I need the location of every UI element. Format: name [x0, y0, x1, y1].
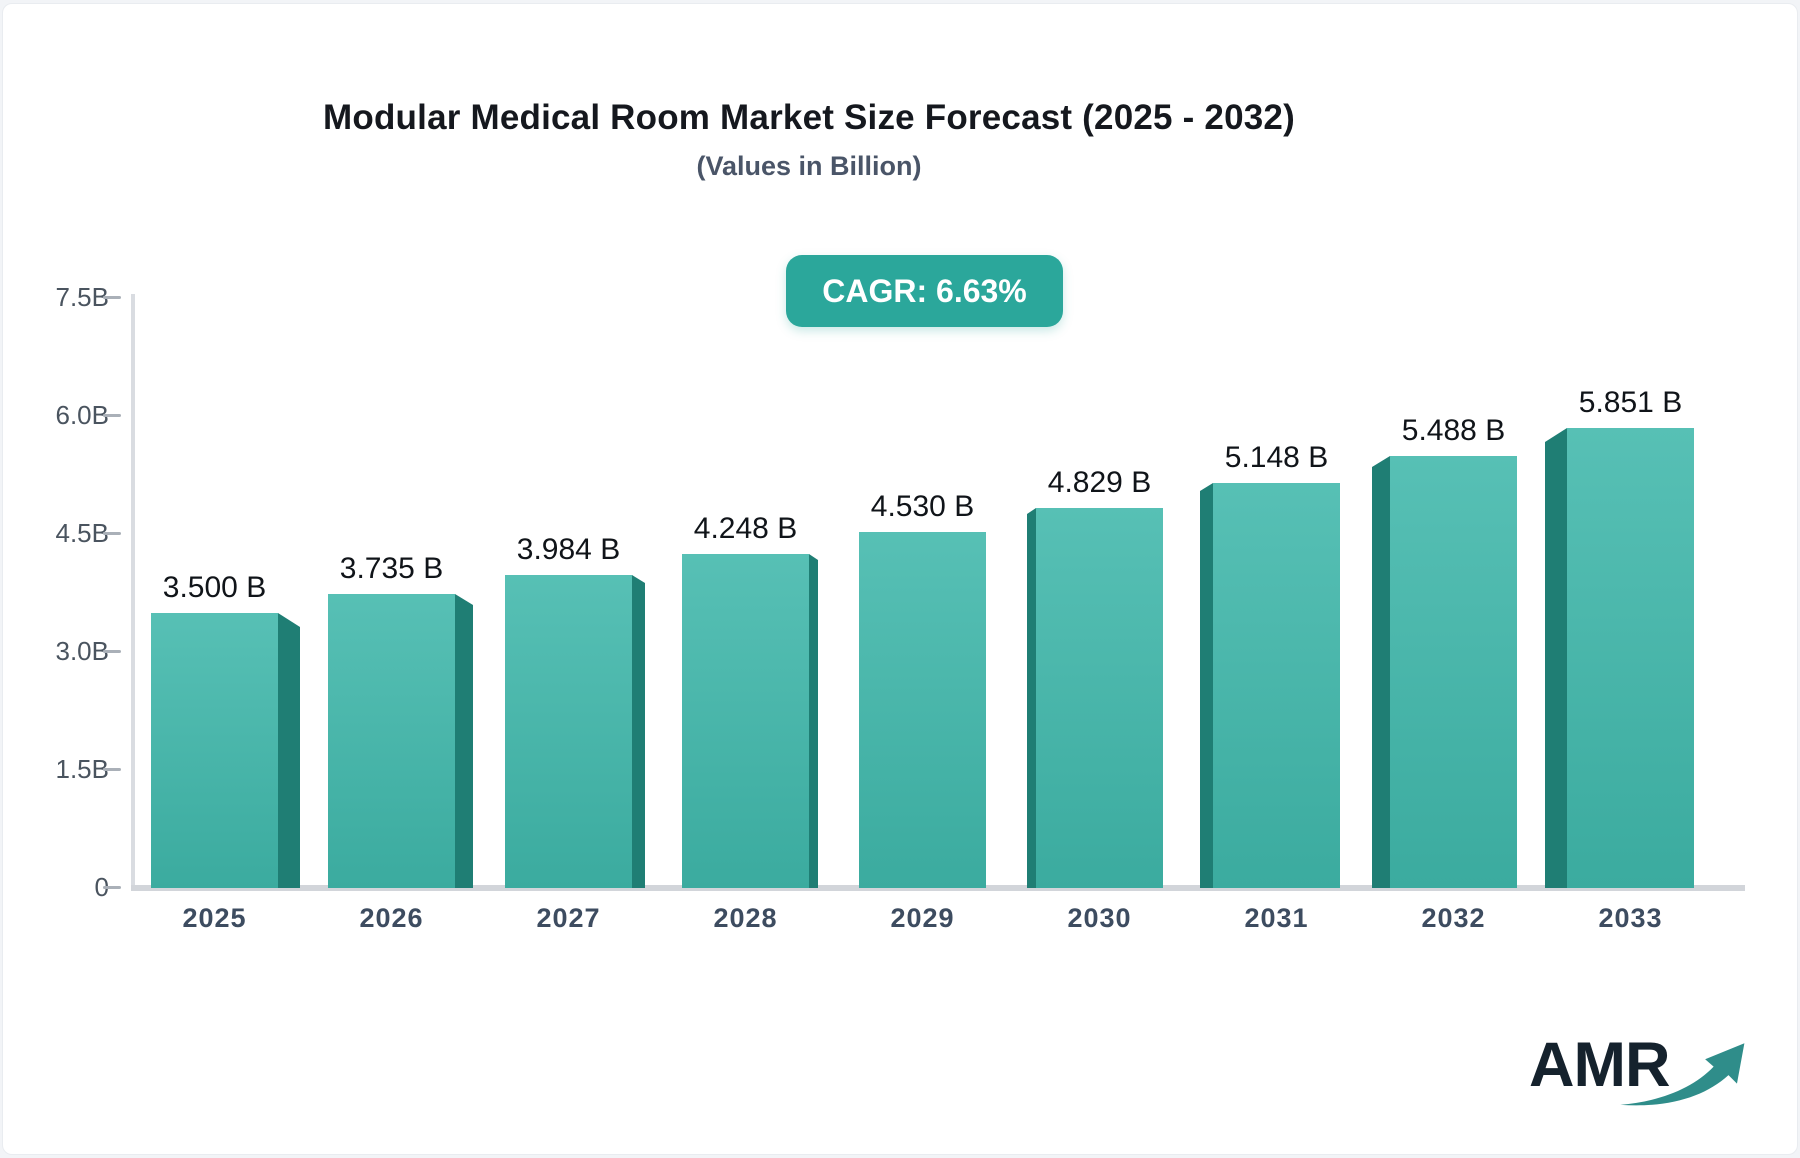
x-tick-label: 2030	[1067, 903, 1132, 933]
y-tick-dash	[103, 650, 121, 653]
x-tick-label: 2031	[1244, 903, 1309, 933]
bar-3d-side	[455, 594, 473, 888]
chart-subtitle: (Values in Billion)	[696, 151, 922, 181]
bar-value-label: 5.851 B	[1578, 386, 1683, 419]
bar-3d-side	[1200, 483, 1213, 888]
bar	[1567, 428, 1694, 888]
bar-value-label: 4.248 B	[693, 512, 798, 545]
bar-value-label: 4.530 B	[870, 490, 975, 523]
x-tick-label: 2026	[359, 903, 424, 933]
bar	[151, 613, 278, 888]
amr-logo: AMR	[1529, 1032, 1759, 1112]
bar-3d-side	[278, 613, 300, 888]
bar-value-label: 3.984 B	[516, 533, 621, 566]
bar	[1390, 456, 1517, 888]
bar	[859, 532, 986, 888]
bar	[505, 575, 632, 888]
y-tick-label: 3.0B	[55, 636, 110, 666]
bar-3d-side	[1372, 456, 1390, 888]
bar-value-label: 3.735 B	[339, 552, 444, 585]
y-tick-label: 7.5B	[55, 282, 110, 312]
chart-card: Modular Medical Room Market Size Forecas…	[2, 3, 1798, 1155]
cagr-badge: CAGR: 6.63%	[786, 255, 1063, 327]
y-tick-label: 1.5B	[55, 754, 110, 784]
amr-logo-text: AMR	[1529, 1030, 1670, 1100]
x-axis-baseline	[131, 885, 1745, 891]
y-tick-dash	[103, 768, 121, 771]
bar-3d-side	[809, 554, 818, 888]
bar-value-label: 5.148 B	[1224, 441, 1329, 474]
bar-3d-side	[1545, 428, 1567, 888]
bar	[328, 594, 455, 888]
y-tick-label: 4.5B	[55, 518, 110, 548]
y-axis-line	[131, 294, 135, 889]
y-tick-label: 0	[94, 872, 109, 902]
x-tick-label: 2029	[890, 903, 955, 933]
bar-value-label: 3.500 B	[162, 571, 267, 604]
bar	[682, 554, 809, 888]
bar-3d-side	[632, 575, 645, 888]
y-tick-label: 6.0B	[55, 400, 110, 430]
bar	[1036, 508, 1163, 888]
bar-value-label: 5.488 B	[1401, 414, 1506, 447]
x-tick-label: 2033	[1598, 903, 1663, 933]
bar	[1213, 483, 1340, 888]
x-tick-label: 2025	[182, 903, 247, 933]
x-tick-label: 2032	[1421, 903, 1486, 933]
y-tick-dash	[103, 414, 121, 417]
growth-arrow-icon	[1620, 1043, 1745, 1106]
bar-3d-side	[1027, 508, 1036, 888]
bar-value-label: 4.829 B	[1047, 466, 1152, 499]
y-tick-dash	[103, 886, 121, 889]
x-tick-label: 2027	[536, 903, 601, 933]
y-tick-dash	[103, 532, 121, 535]
chart-title: Modular Medical Room Market Size Forecas…	[323, 98, 1295, 137]
y-tick-dash	[103, 296, 121, 299]
x-tick-label: 2028	[713, 903, 778, 933]
